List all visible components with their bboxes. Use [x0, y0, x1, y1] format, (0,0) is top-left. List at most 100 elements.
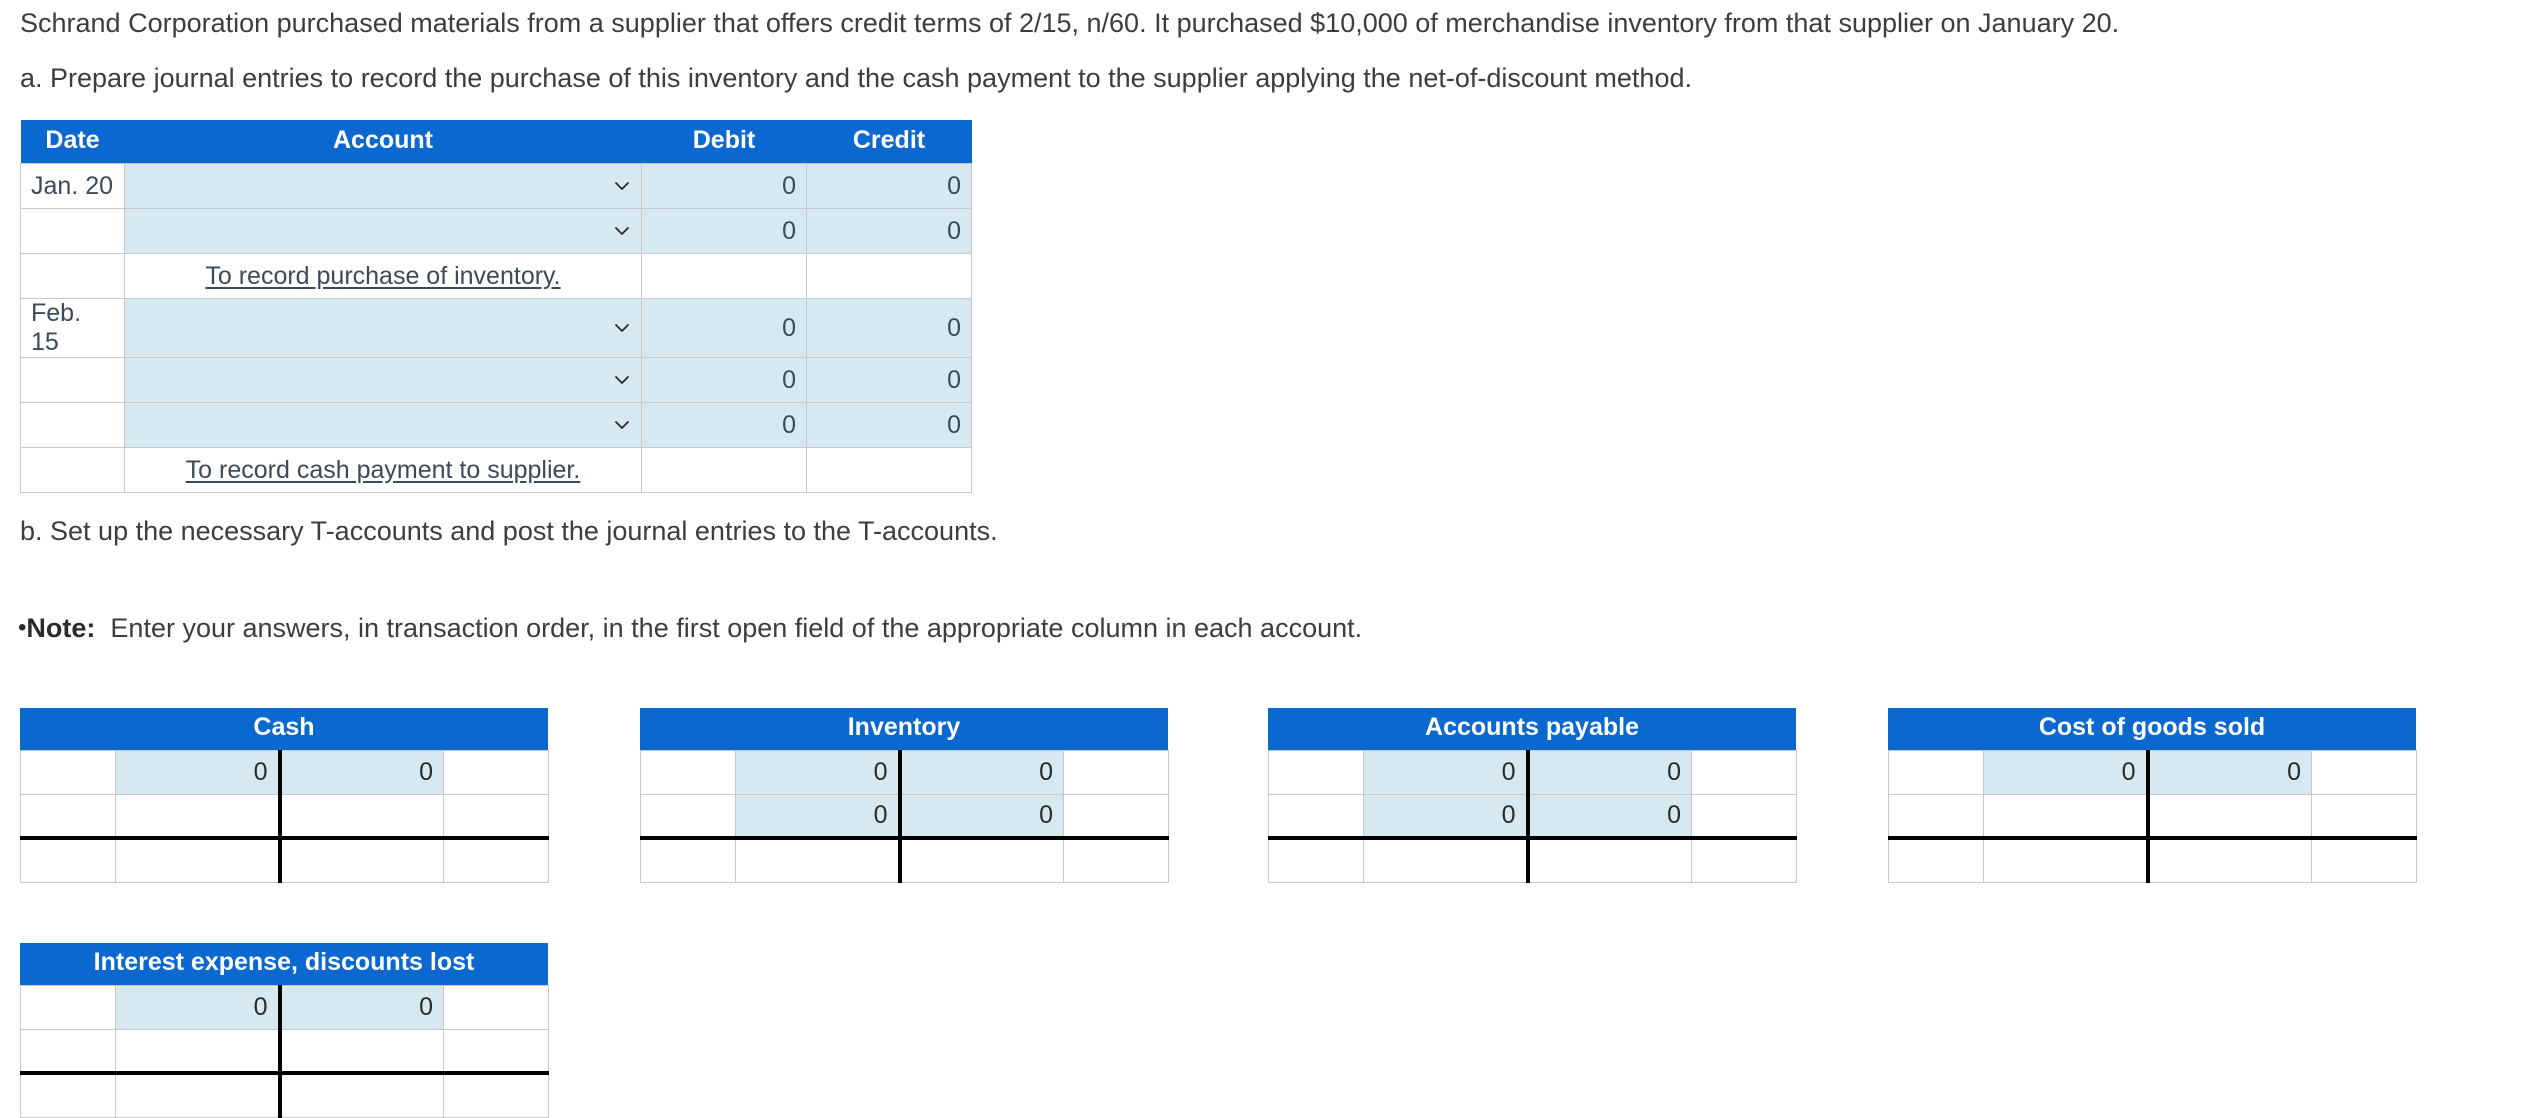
journal-account-cell[interactable] — [124, 163, 642, 209]
journal-header-date: Date — [20, 120, 125, 164]
t-ref-right-cell — [443, 984, 549, 1030]
t-ref-left-cell — [1888, 749, 1984, 795]
journal-account-cell[interactable] — [124, 208, 642, 254]
t-ref-right-cell — [1063, 793, 1169, 839]
t-total-debit-cell — [735, 836, 902, 883]
t-total-debit-cell — [115, 836, 282, 883]
t-credit-field[interactable]: 0 — [899, 793, 1064, 839]
note-label: Note: — [26, 613, 96, 643]
t-debit-field[interactable]: 0 — [735, 793, 902, 839]
t-total-credit-cell — [279, 836, 444, 883]
t-total-ref-left-cell — [640, 836, 736, 883]
journal-account-cell[interactable] — [124, 298, 642, 358]
t-credit-field[interactable]: 0 — [2147, 749, 2312, 795]
journal-debit-field[interactable]: 0 — [641, 163, 807, 209]
t-account-title: Interest expense, discounts lost — [20, 943, 548, 985]
note-line: •Note: Enter your answers, in transactio… — [18, 612, 1362, 646]
t-total-credit-cell — [899, 836, 1064, 883]
account-select[interactable] — [125, 306, 641, 350]
journal-credit-field[interactable]: 0 — [806, 357, 972, 403]
t-debit-field[interactable]: 0 — [1983, 749, 2150, 795]
journal-row: Jan. 20 0 0 — [20, 163, 972, 209]
t-debit-field[interactable]: 0 — [115, 749, 282, 795]
t-account-total-row — [640, 836, 1169, 883]
t-total-ref-right-cell — [2311, 836, 2417, 883]
t-total-debit-cell — [1983, 836, 2150, 883]
journal-debit-field[interactable]: 0 — [641, 402, 807, 448]
t-account-total-row — [1888, 836, 2417, 883]
journal-account-cell[interactable] — [124, 357, 642, 403]
part-a-instruction: a. Prepare journal entries to record the… — [20, 63, 1692, 93]
account-select[interactable] — [125, 403, 641, 447]
t-debit-field — [115, 1028, 282, 1074]
t-debit-field[interactable]: 0 — [115, 984, 282, 1030]
journal-date-cell — [20, 447, 125, 493]
journal-header-debit: Debit — [641, 120, 807, 164]
journal-credit-field[interactable]: 0 — [806, 298, 972, 358]
t-credit-field — [279, 1028, 444, 1074]
t-account-title: Accounts payable — [1268, 708, 1796, 750]
t-debit-field[interactable]: 0 — [1363, 793, 1530, 839]
t-credit-field[interactable]: 0 — [279, 749, 444, 795]
t-account-cash: Cash 0 0 — [20, 708, 549, 883]
t-ref-left-cell — [20, 1028, 116, 1074]
journal-credit-field[interactable]: 0 — [806, 163, 972, 209]
t-total-credit-cell — [2147, 836, 2312, 883]
journal-credit-field[interactable]: 0 — [806, 402, 972, 448]
journal-date-cell: Feb. 15 — [20, 298, 125, 358]
t-credit-field — [2147, 793, 2312, 839]
journal-credit-field[interactable]: 0 — [806, 208, 972, 254]
t-account-total-row — [20, 836, 549, 883]
t-total-ref-left-cell — [20, 836, 116, 883]
journal-date-cell — [20, 208, 125, 254]
t-debit-field[interactable]: 0 — [735, 749, 902, 795]
journal-account-cell[interactable] — [124, 402, 642, 448]
t-ref-right-cell — [1691, 749, 1797, 795]
journal-debit-field[interactable]: 0 — [641, 208, 807, 254]
t-account-inventory: Inventory 0 0 0 0 — [640, 708, 1169, 883]
t-ref-right-cell — [1691, 793, 1797, 839]
account-select[interactable] — [125, 358, 641, 402]
t-ref-left-cell — [1268, 793, 1364, 839]
t-total-ref-left-cell — [20, 1071, 116, 1118]
t-total-ref-right-cell — [1691, 836, 1797, 883]
journal-memo-cell: To record cash payment to supplier. — [124, 447, 642, 493]
account-select[interactable] — [125, 209, 641, 253]
t-ref-right-cell — [1063, 749, 1169, 795]
t-account-interest-expense: Interest expense, discounts lost 0 0 — [20, 943, 549, 1118]
t-account-title: Cost of goods sold — [1888, 708, 2416, 750]
t-account-cost-of-goods-sold: Cost of goods sold 0 0 — [1888, 708, 2417, 883]
journal-header-account: Account — [124, 120, 642, 164]
t-credit-field[interactable]: 0 — [1527, 793, 1692, 839]
account-select[interactable] — [125, 164, 641, 208]
t-total-ref-left-cell — [1888, 836, 1984, 883]
t-total-debit-cell — [115, 1071, 282, 1118]
t-ref-right-cell — [2311, 749, 2417, 795]
t-credit-field — [279, 793, 444, 839]
t-ref-left-cell — [640, 749, 736, 795]
t-credit-field[interactable]: 0 — [1527, 749, 1692, 795]
t-ref-left-cell — [1268, 749, 1364, 795]
t-credit-field[interactable]: 0 — [899, 749, 1064, 795]
journal-credit-cell — [806, 447, 972, 493]
journal-date-cell — [20, 357, 125, 403]
journal-debit-cell — [641, 447, 807, 493]
journal-debit-field[interactable]: 0 — [641, 298, 807, 358]
journal-debit-field[interactable]: 0 — [641, 357, 807, 403]
t-total-debit-cell — [1363, 836, 1530, 883]
t-credit-field[interactable]: 0 — [279, 984, 444, 1030]
t-total-ref-right-cell — [443, 1071, 549, 1118]
journal-memo-text: To record purchase of inventory. — [205, 261, 561, 290]
t-total-credit-cell — [279, 1071, 444, 1118]
t-ref-left-cell — [1888, 793, 1984, 839]
t-account-row — [20, 1028, 549, 1074]
t-debit-field[interactable]: 0 — [1363, 749, 1530, 795]
t-total-ref-right-cell — [443, 836, 549, 883]
journal-row: Feb. 15 0 0 — [20, 298, 972, 358]
